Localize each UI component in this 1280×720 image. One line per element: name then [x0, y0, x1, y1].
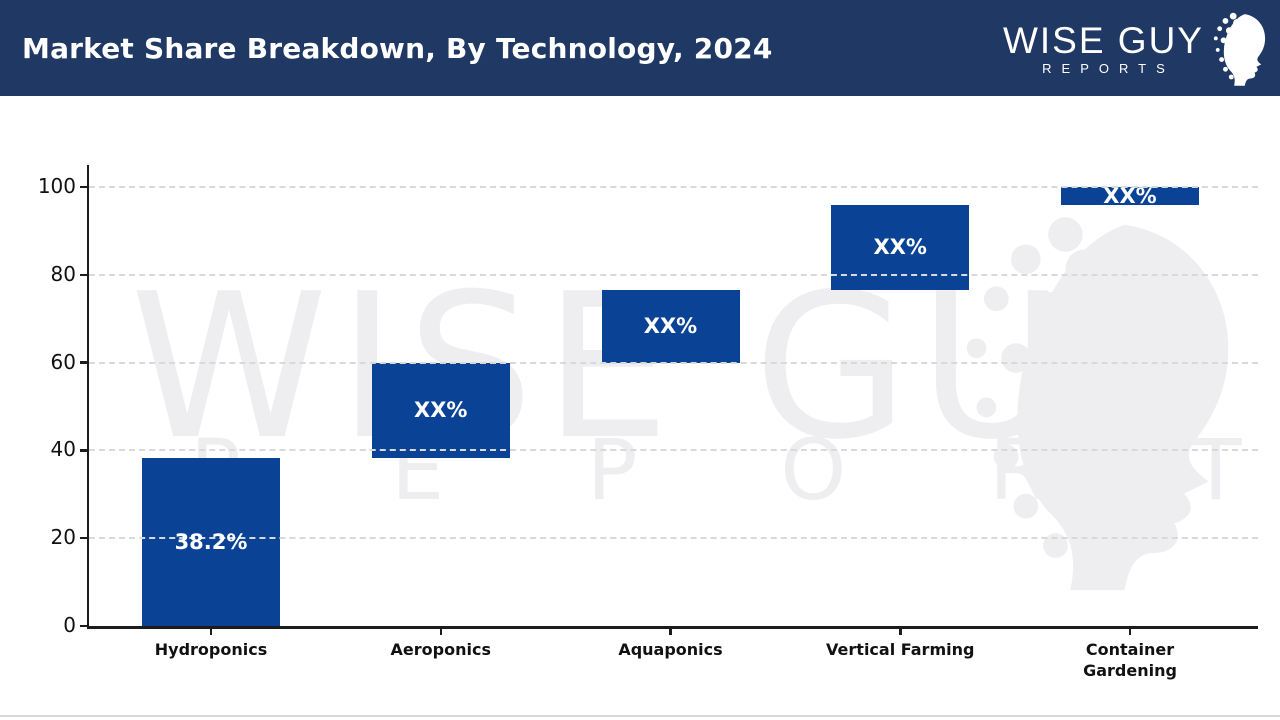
bar-value-label: XX% [873, 235, 927, 260]
gridline [89, 449, 1258, 452]
bar [831, 204, 970, 291]
bar-value-label: 38.2% [174, 530, 248, 555]
bar-value-label: XX% [414, 398, 468, 423]
bar [142, 458, 280, 626]
category-label: Aquaponics [618, 640, 723, 659]
y-tick-mark [80, 449, 89, 452]
bar [601, 290, 740, 363]
y-tick-mark [80, 361, 89, 364]
page-title: Market Share Breakdown, By Technology, 2… [22, 31, 773, 65]
y-tick-label: 100 [37, 174, 76, 198]
header-bar: Market Share Breakdown, By Technology, 2… [0, 0, 1280, 96]
bar [371, 362, 510, 459]
y-tick-label: 80 [50, 261, 76, 286]
x-tick-mark [209, 626, 213, 635]
bar-value-label: XX% [643, 314, 698, 339]
logo-text: WISE GUY REPORTS [1003, 22, 1204, 75]
gridline [89, 273, 1258, 276]
category-label: Container Gardening [1083, 640, 1177, 680]
y-tick-label: 40 [50, 437, 76, 462]
gridline [89, 361, 1258, 364]
y-axis-line [86, 165, 89, 629]
y-tick-label: 20 [50, 525, 76, 550]
x-tick-mark [1128, 626, 1132, 635]
category-label: Aeroponics [390, 640, 491, 659]
gridline [89, 186, 1258, 188]
logo-subtitle: REPORTS [1042, 60, 1175, 76]
bar [1061, 187, 1199, 205]
category-label: Hydroponics [154, 640, 268, 659]
bottom-divider [0, 715, 1280, 717]
y-tick-mark [80, 536, 89, 540]
y-tick-mark [80, 624, 89, 628]
x-tick-mark [669, 626, 672, 635]
x-tick-mark [899, 626, 902, 635]
y-tick-mark [80, 185, 89, 189]
gridline [89, 537, 1258, 540]
y-tick-label: 60 [50, 349, 76, 374]
y-tick-mark [80, 273, 89, 277]
y-tick-label: 0 [63, 613, 76, 637]
logo-wordmark: WISE GUY [1002, 19, 1204, 61]
face-profile-dots-icon [1210, 9, 1268, 87]
bar-value-label: XX% [1103, 183, 1157, 208]
x-tick-mark [439, 626, 442, 635]
category-label: Vertical Farming [826, 640, 975, 659]
wise-guy-reports-logo: WISE GUY REPORTS [1003, 6, 1268, 90]
x-axis-line [86, 626, 1258, 629]
